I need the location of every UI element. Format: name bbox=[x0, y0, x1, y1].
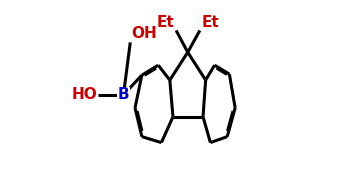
Text: OH: OH bbox=[131, 26, 157, 42]
Text: Et: Et bbox=[202, 14, 219, 30]
Text: HO: HO bbox=[71, 88, 97, 102]
Text: B: B bbox=[118, 88, 129, 102]
Text: Et: Et bbox=[157, 14, 174, 30]
